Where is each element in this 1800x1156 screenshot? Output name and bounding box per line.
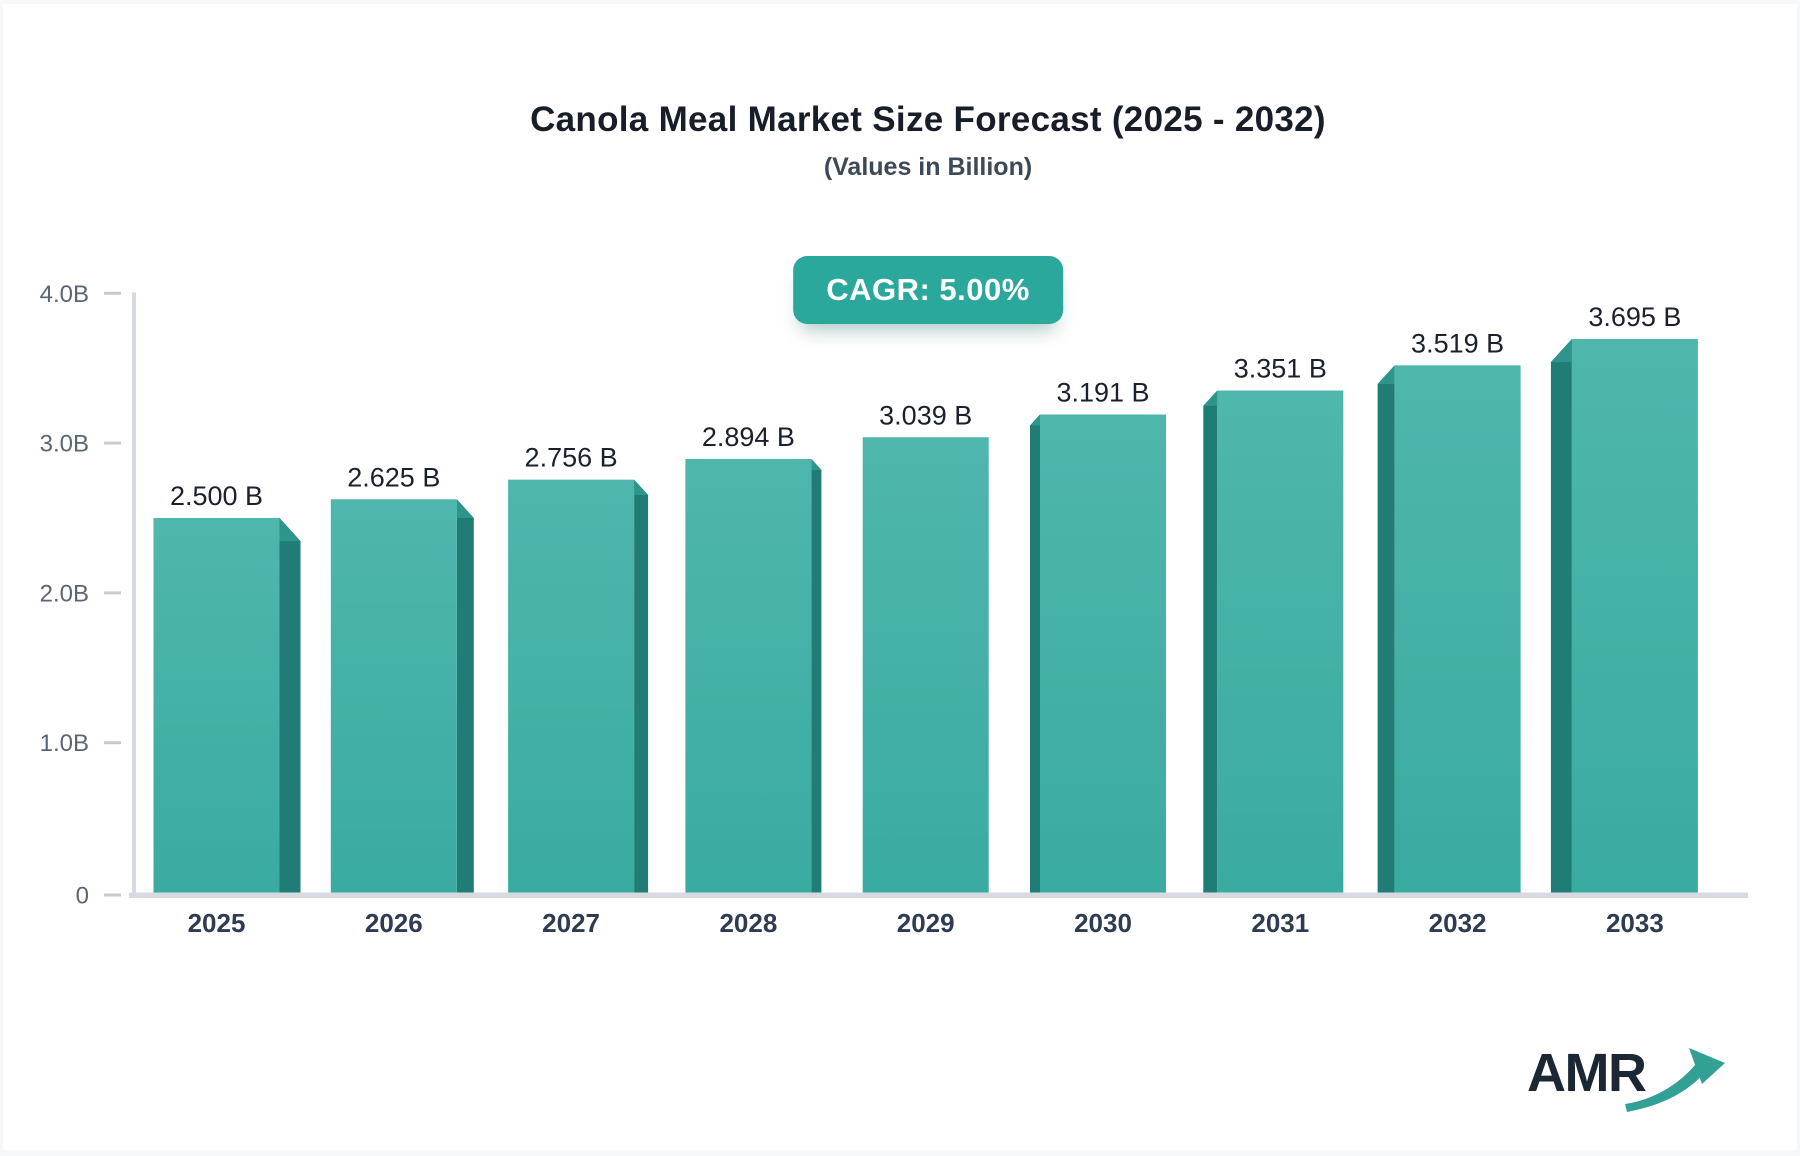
bar-value-label: 2.756 B bbox=[525, 443, 618, 473]
x-tick-label: 2033 bbox=[1606, 908, 1664, 938]
bar-bevel bbox=[279, 518, 301, 542]
y-tick-mark bbox=[104, 591, 121, 595]
bar-value-label: 3.519 B bbox=[1411, 328, 1504, 358]
cagr-badge: CAGR: 5.00% bbox=[793, 256, 1063, 324]
y-tick-mark bbox=[104, 741, 121, 745]
chart-title: Canola Meal Market Size Forecast (2025 -… bbox=[530, 100, 1326, 139]
y-tick-label: 3.0B bbox=[40, 431, 89, 458]
bar-2032 bbox=[1394, 365, 1521, 893]
growth-arrow-icon bbox=[1625, 1048, 1725, 1112]
bar-value-label: 3.695 B bbox=[1588, 302, 1681, 332]
bar-bevel bbox=[1203, 390, 1218, 406]
bar-value-label: 3.039 B bbox=[879, 400, 972, 430]
bar-2029 bbox=[862, 437, 989, 893]
bar-2026 bbox=[330, 499, 457, 893]
y-tick-label: 2.0B bbox=[40, 580, 89, 607]
bar-side-face bbox=[634, 479, 649, 893]
bar-2025 bbox=[153, 518, 280, 893]
bar-2031 bbox=[1217, 390, 1344, 893]
x-tick-label: 2031 bbox=[1251, 908, 1309, 938]
bar-value-label: 3.351 B bbox=[1234, 354, 1327, 384]
bar-2030 bbox=[1040, 414, 1166, 893]
x-tick-label: 2025 bbox=[188, 908, 246, 938]
y-tick-label: 0 bbox=[76, 883, 89, 910]
bar-2027 bbox=[508, 479, 635, 893]
bar-side-face bbox=[279, 518, 301, 893]
bar-bevel bbox=[1550, 338, 1572, 363]
bar-bevel bbox=[1030, 414, 1040, 426]
bar-side-face bbox=[811, 458, 822, 893]
bar-value-label: 2.500 B bbox=[170, 481, 263, 511]
x-tick-label: 2032 bbox=[1429, 908, 1487, 938]
bar-bevel bbox=[634, 479, 649, 496]
y-tick-label: 4.0B bbox=[40, 281, 89, 308]
page: Canola Meal Market Size Forecast (2025 -… bbox=[3, 4, 1797, 1150]
x-tick-label: 2027 bbox=[542, 908, 600, 938]
bar-value-label: 2.894 B bbox=[702, 422, 795, 452]
amr-logo-text: AMR bbox=[1527, 1043, 1647, 1103]
bar-side-face bbox=[1030, 414, 1040, 893]
bar-side-face bbox=[1203, 390, 1218, 893]
x-tick-label: 2030 bbox=[1074, 908, 1132, 938]
bar-2033 bbox=[1571, 338, 1698, 893]
y-tick-mark bbox=[104, 291, 121, 295]
bar-bevel bbox=[811, 458, 822, 470]
amr-logo: AMR bbox=[1527, 1036, 1737, 1120]
bar-side-face bbox=[1377, 365, 1395, 893]
bar-side-face bbox=[1550, 338, 1572, 893]
x-tick-label: 2028 bbox=[719, 908, 777, 938]
y-tick-mark bbox=[104, 441, 121, 445]
x-axis-line bbox=[129, 892, 1748, 898]
bar-bevel bbox=[1377, 365, 1395, 385]
x-tick-label: 2029 bbox=[897, 908, 955, 938]
bar-2028 bbox=[685, 458, 812, 893]
bar-value-label: 2.625 B bbox=[347, 462, 440, 492]
y-axis-line bbox=[132, 292, 136, 893]
y-tick-mark bbox=[104, 893, 121, 897]
chart-subtitle: (Values in Billion) bbox=[823, 153, 1033, 181]
y-tick-label: 1.0B bbox=[40, 730, 89, 757]
bar-bevel bbox=[456, 499, 474, 518]
bar-side-face bbox=[456, 499, 474, 893]
bar-value-label: 3.191 B bbox=[1056, 377, 1149, 407]
x-tick-label: 2026 bbox=[365, 908, 423, 938]
bar-chart: 0 1.0B 2.0B 3.0B 4.0B 2.500 B 2025 2.625 B 2026 2… bbox=[40, 281, 1748, 938]
